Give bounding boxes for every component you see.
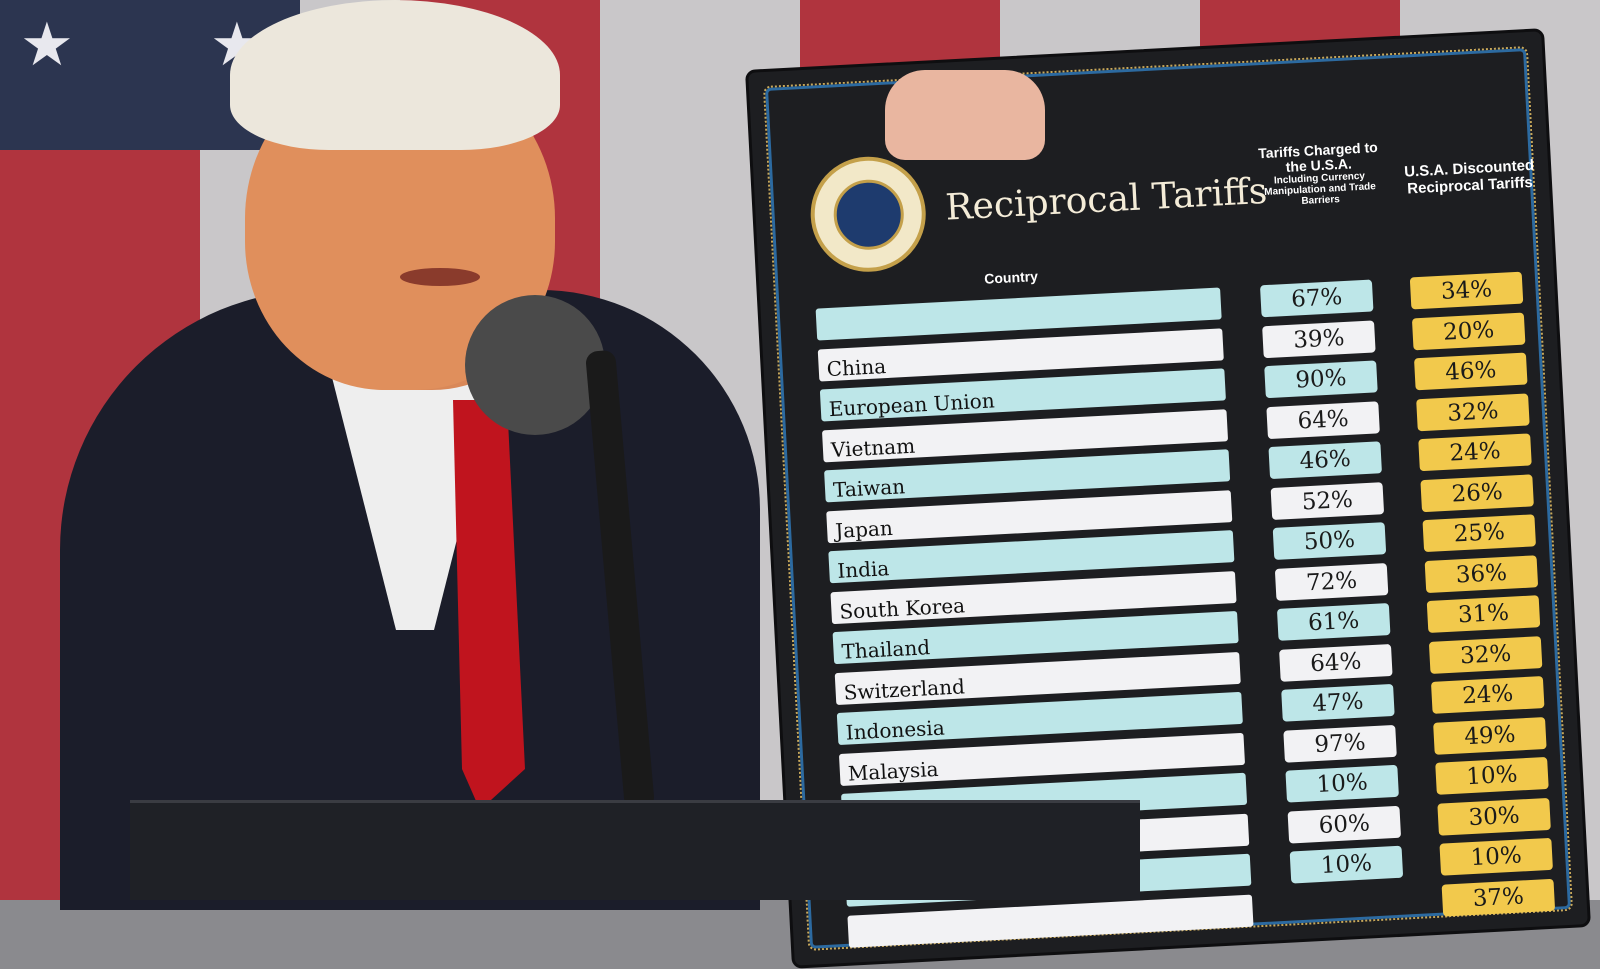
tariffs-charged-title: Tariffs Charged to the U.S.A. (1257, 139, 1379, 175)
tariff-charged-cell: 39% (1262, 319, 1376, 358)
discounted-tariff-cell: 46% (1414, 352, 1528, 391)
eagle-emblem (831, 177, 906, 252)
tariff-charged-cell: 97% (1283, 724, 1397, 763)
tariff-charged-cell: 64% (1279, 643, 1393, 682)
discounted-tariff-cell: 37% (1441, 878, 1556, 917)
star-icon: ★ (20, 11, 74, 78)
discounted-tariff-cell: 10% (1439, 837, 1553, 876)
tariff-charged-cell: 60% (1287, 805, 1402, 844)
discounted-tariff-cell: 32% (1428, 635, 1543, 674)
tariff-charged-cell: 72% (1274, 562, 1389, 601)
discounted-tariff-cell: 26% (1420, 473, 1534, 512)
tariffs-charged-subtitle: Including Currency Manipulation and Trad… (1263, 170, 1377, 208)
tariff-charged-cell: 64% (1266, 400, 1380, 439)
tariff-charged-cell: 10% (1289, 845, 1404, 884)
tariff-charged-cell: 47% (1281, 683, 1395, 722)
discounted-tariff-cell: 20% (1411, 312, 1526, 350)
discounted-tariff-cell: 31% (1426, 595, 1541, 634)
tariff-charged-cell: 61% (1276, 603, 1391, 641)
discounted-tariff-cell: 24% (1430, 676, 1545, 714)
discounted-tariff-cell: 49% (1433, 716, 1547, 755)
discounted-tariff-cell: 25% (1422, 514, 1537, 553)
tariff-charged-cell: 90% (1264, 360, 1378, 399)
discounted-tariff-cell: 30% (1437, 797, 1551, 836)
tariff-charged-cell: 10% (1285, 764, 1399, 803)
tariffs-charged-header: Tariffs Charged to the U.S.A. Including C… (1253, 139, 1386, 210)
discounted-tariff-cell: 36% (1424, 554, 1539, 593)
tariff-charged-cell: 52% (1270, 481, 1385, 520)
tariff-charged-cell: 46% (1268, 441, 1382, 480)
discounted-tariff-cell: 24% (1418, 433, 1532, 472)
microphone (465, 295, 605, 435)
discounted-tariff-cell: 34% (1409, 271, 1524, 310)
speaker-mouth (400, 268, 480, 286)
country-header: Country (983, 267, 1039, 287)
speaker-hand (885, 70, 1045, 160)
tariff-charged-cell: 67% (1259, 279, 1374, 318)
discounted-tariff-cell: 32% (1416, 392, 1530, 431)
speaker-hair (230, 0, 560, 150)
tariff-charged-cell: 50% (1272, 522, 1387, 560)
discounted-tariff-cell: 10% (1435, 756, 1549, 795)
podium (130, 800, 1140, 900)
